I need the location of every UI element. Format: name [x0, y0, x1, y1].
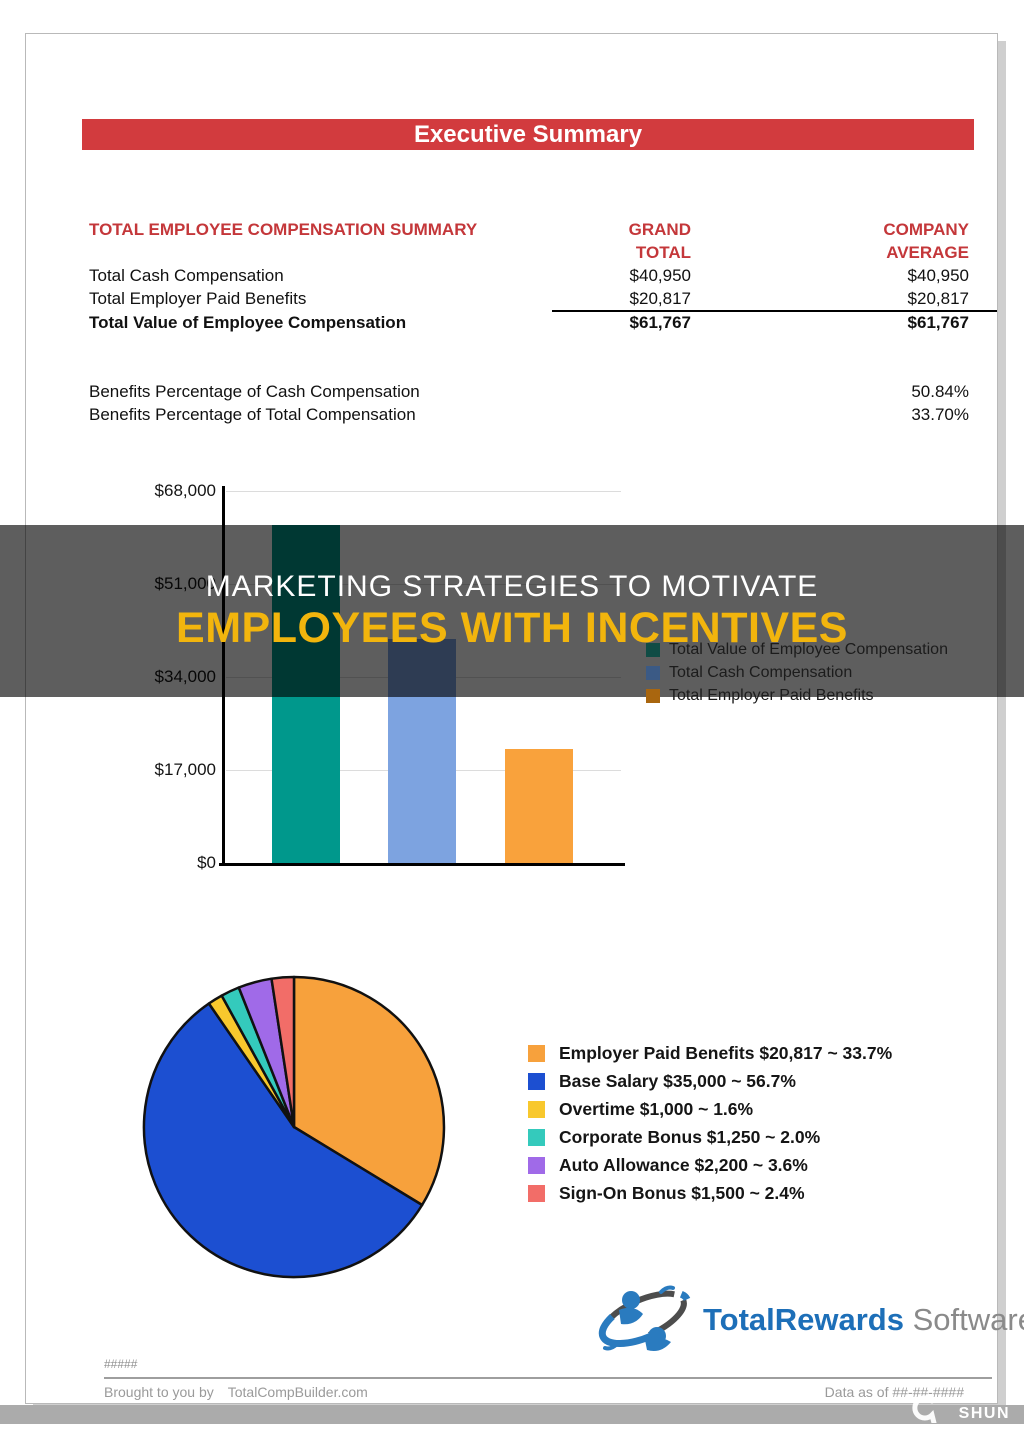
row-label: Total Employer Paid Benefits — [89, 289, 307, 308]
legend-swatch — [528, 1128, 545, 1146]
pie-legend-item: Corporate Bonus $1,250 ~ 2.0% — [528, 1126, 820, 1148]
gridline — [226, 491, 621, 492]
row-grand-total: $40,950 — [629, 266, 691, 285]
row-company-average: $61,767 — [907, 313, 969, 332]
table-total-rule — [552, 310, 997, 312]
legend-label: Sign-On Bonus $1,500 ~ 2.4% — [559, 1182, 805, 1203]
row-company-average: $40,950 — [907, 266, 969, 285]
executive-summary-banner: Executive Summary — [82, 119, 974, 150]
footer-site-link[interactable]: TotalCompBuilder.com — [227, 1384, 368, 1400]
legend-swatch — [646, 666, 660, 680]
legend-label: Total Cash Compensation — [669, 664, 853, 681]
bar-legend-item: Total Cash Compensation — [646, 663, 852, 683]
row-label: Total Value of Employee Compensation — [89, 313, 407, 332]
legend-label: Base Salary $35,000 ~ 56.7% — [559, 1070, 796, 1091]
legend-label: Corporate Bonus $1,250 ~ 2.0% — [559, 1126, 821, 1147]
legend-swatch — [528, 1184, 545, 1202]
table-row: Total Employer Paid Benefits $20,817 $20,8… — [89, 289, 969, 312]
totalrewards-logo-icon — [598, 1285, 692, 1351]
yaxis-tick-label: $0 — [197, 853, 216, 872]
row-label: Benefits Percentage of Cash Compensation — [89, 382, 420, 401]
legend-swatch — [528, 1044, 545, 1062]
yaxis-tick-label: $68,000 — [154, 481, 216, 500]
legend-swatch — [528, 1156, 545, 1174]
summary-table-title: TOTAL EMPLOYEE COMPENSATION SUMMARY — [89, 220, 478, 239]
pie-legend-item: Base Salary $35,000 ~ 56.7% — [528, 1070, 796, 1092]
legend-label: Auto Allowance $2,200 ~ 3.6% — [559, 1154, 808, 1175]
grand-total-header-line2: TOTAL — [635, 243, 691, 262]
row-label: Total Cash Compensation — [89, 266, 284, 285]
footer-rule — [104, 1377, 992, 1379]
pie-slice-employer-paid-benefits — [292, 975, 446, 1207]
hero-title-line1: MARKETING STRATEGIES TO MOTIVATE — [205, 570, 819, 603]
pie-slice-base-salary — [142, 1002, 424, 1279]
totalrewards-logo: TotalRewards Software — [591, 1274, 1024, 1364]
legend-swatch — [528, 1100, 545, 1118]
row-company-average: $20,817 — [907, 289, 969, 308]
logo-wordmark-gray: Software — [912, 1302, 1024, 1337]
pie-chart — [142, 975, 446, 1279]
percentage-row: Benefits Percentage of Cash Compensation… — [89, 382, 969, 405]
watermark-text: SHUN — [958, 1405, 1010, 1422]
legend-label: Total Value of Employee Compensation — [669, 641, 948, 658]
bar-legend-item: Total Employer Paid Benefits — [646, 686, 874, 706]
bar-legend-item: Total Value of Employee Compensation — [646, 640, 948, 660]
footer-brought-prefix: Brought to you by — [104, 1384, 214, 1400]
report-page: Executive Summary TOTAL EMPLOYEE COMPENS… — [25, 33, 1024, 1404]
yaxis-tick-label: $17,000 — [154, 760, 216, 779]
pie-slice-sign-on-bonus — [270, 975, 296, 1129]
summary-table-header-row2: TOTAL AVERAGE — [89, 243, 969, 266]
percentage-row: Benefits Percentage of Total Compensatio… — [89, 405, 969, 428]
bar-3 — [505, 749, 573, 863]
bar-chart-xaxis — [219, 863, 625, 866]
logo-wordmark: TotalRewards Software — [703, 1302, 1024, 1338]
hero-overlay-band — [0, 525, 1024, 697]
pie-legend-item: Sign-On Bonus $1,500 ~ 2.4% — [528, 1182, 805, 1204]
company-average-header-line1: COMPANY — [883, 220, 969, 239]
pie-legend-item: Overtime $1,000 ~ 1.6% — [528, 1098, 753, 1120]
watermark-glyph-icon — [912, 1395, 937, 1423]
legend-swatch — [646, 689, 660, 703]
footer-hash: ##### — [104, 1357, 138, 1371]
table-row: Total Value of Employee Compensation $61,… — [89, 313, 969, 336]
summary-table-header-row: TOTAL EMPLOYEE COMPENSATION SUMMARY GRAN… — [89, 220, 969, 243]
footer-data-as-of: Data as of ##-##-#### — [824, 1384, 964, 1400]
row-grand-total: $61,767 — [629, 313, 691, 332]
grand-total-header-line1: GRAND — [628, 220, 691, 239]
bottom-watermark-strip: SHUN — [0, 1395, 1024, 1424]
logo-wordmark-blue: TotalRewards — [703, 1302, 904, 1337]
legend-label: Overtime $1,000 ~ 1.6% — [559, 1098, 754, 1119]
legend-label: Total Employer Paid Benefits — [669, 687, 874, 704]
row-value: 50.84% — [911, 382, 969, 401]
row-label: Benefits Percentage of Total Compensatio… — [89, 405, 416, 424]
pie-legend-item: Auto Allowance $2,200 ~ 3.6% — [528, 1154, 808, 1176]
pie-legend-item: Employer Paid Benefits $20,817 ~ 33.7% — [528, 1042, 892, 1064]
page-title: Executive Summary — [413, 120, 643, 148]
hero-title-line2: EMPLOYEES WITH INCENTIVES — [176, 604, 848, 652]
legend-swatch — [646, 643, 660, 657]
legend-swatch — [528, 1072, 545, 1090]
row-value: 33.70% — [911, 405, 969, 424]
row-grand-total: $20,817 — [629, 289, 691, 308]
footer-brought-to-you-by: Brought to you by TotalCompBuilder.com — [104, 1384, 368, 1400]
company-average-header-line2: AVERAGE — [886, 243, 969, 262]
legend-label: Employer Paid Benefits $20,817 ~ 33.7% — [559, 1042, 893, 1063]
table-row: Total Cash Compensation $40,950 $40,950 — [89, 266, 969, 289]
